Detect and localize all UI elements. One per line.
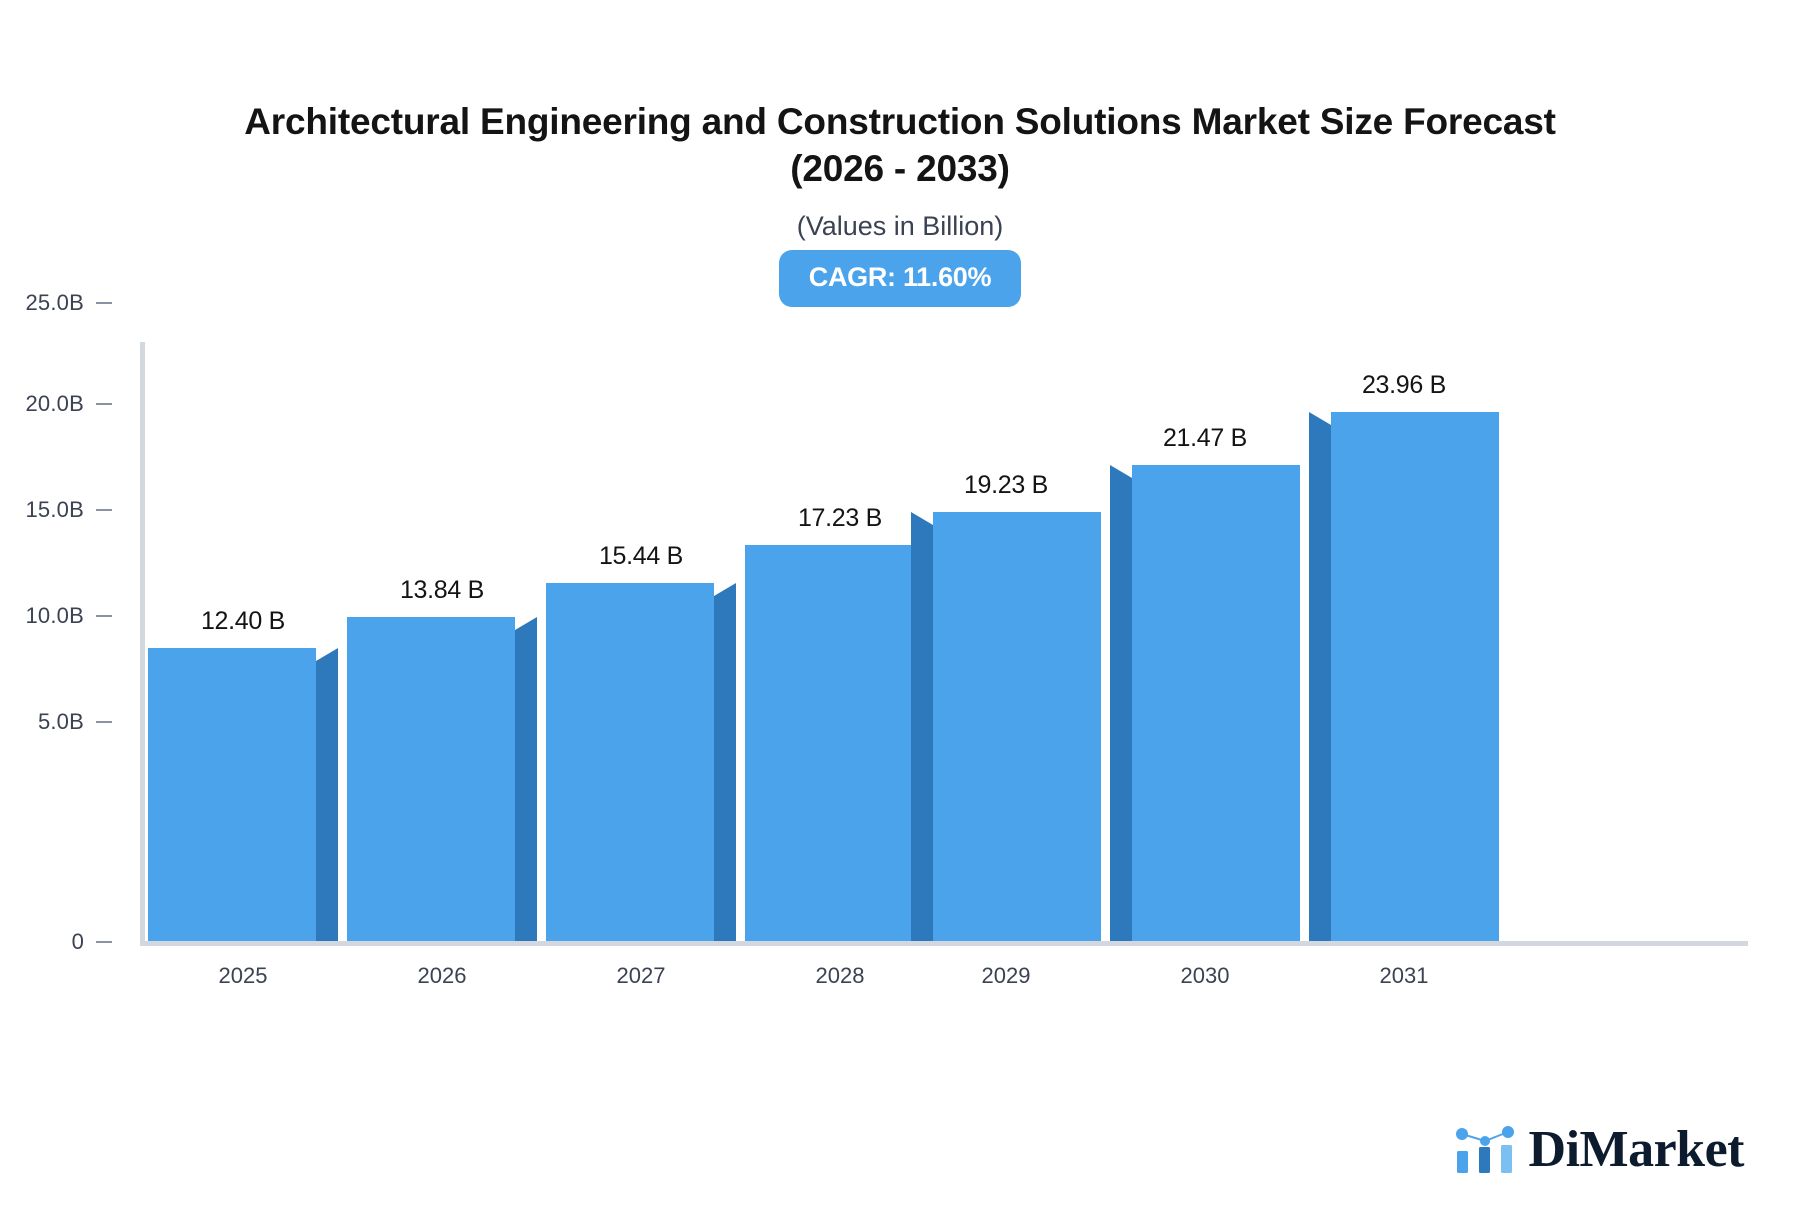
- x-axis-line: [140, 941, 1748, 946]
- y-axis-tick-5: 5.0B: [0, 709, 112, 734]
- bar-side-face: [515, 630, 537, 941]
- y-axis-tick-0: 0: [0, 929, 112, 954]
- bar-2031[interactable]: [1309, 290, 1499, 941]
- y-axis-tick-10: 10.0B: [0, 603, 112, 628]
- bar-side-face: [911, 525, 933, 941]
- y-axis-label: 25.0B: [25, 290, 84, 315]
- x-axis-label-2029: 2029: [981, 963, 1031, 988]
- x-axis-label-2028: 2028: [815, 963, 865, 988]
- bar-front-face: [933, 512, 1101, 941]
- dimarket-logo: DiMarket: [1455, 1121, 1745, 1178]
- x-axis-label-2026: 2026: [417, 963, 467, 988]
- tick-dash-icon: [96, 941, 112, 943]
- x-axis-label-2025: 2025: [218, 963, 268, 988]
- logo-wordmark: DiMarket: [1528, 1121, 1745, 1178]
- tick-dash-icon: [96, 615, 112, 617]
- bar-side-face: [316, 661, 338, 941]
- bar-top-bevel: [911, 512, 933, 525]
- bar-top-bevel: [714, 583, 736, 596]
- bar-2029[interactable]: [911, 290, 1101, 941]
- bar-2030[interactable]: [1110, 290, 1300, 941]
- bar-chart-logo-icon: [1455, 1126, 1514, 1173]
- bar-value-label: 19.23 B: [963, 471, 1049, 499]
- tick-dash-icon: [96, 403, 112, 405]
- bar-top-bevel: [316, 648, 338, 661]
- cagr-badge: CAGR: 11.60%: [778, 249, 1022, 307]
- bar-value-label: 12.40 B: [200, 607, 286, 635]
- bar-side-face: [1110, 478, 1132, 941]
- cagr-badge-wrapper: CAGR: 11.60%: [0, 249, 1800, 307]
- bar-value-label: 13.84 B: [399, 576, 485, 604]
- bar-top-bevel: [515, 617, 537, 630]
- bar-front-face: [1132, 465, 1300, 941]
- bar-top-bevel: [1110, 465, 1132, 478]
- bar-value-label: 23.96 B: [1361, 371, 1447, 399]
- y-axis-tick-15: 15.0B: [0, 497, 112, 522]
- bar-side-face: [1309, 425, 1331, 941]
- bar-front-face: [1331, 412, 1499, 941]
- y-axis-label: 5.0B: [37, 709, 84, 734]
- bar-side-face: [714, 596, 736, 941]
- y-axis-label: 10.0B: [25, 603, 84, 628]
- bar-front-face: [745, 545, 913, 941]
- bar-2027[interactable]: [546, 290, 736, 941]
- bar-front-face: [546, 583, 714, 941]
- x-axis-label-2030: 2030: [1180, 963, 1230, 988]
- bar-value-label: 15.44 B: [598, 542, 684, 570]
- y-axis-line: [140, 342, 145, 946]
- bar-value-label: 17.23 B: [797, 504, 883, 532]
- chart-subtitle: (Values in Billion): [796, 210, 1004, 241]
- y-axis-tick-25: 25.0B: [0, 290, 112, 315]
- y-axis-label: 20.0B: [25, 391, 84, 416]
- tick-dash-icon: [96, 302, 112, 304]
- y-axis-label: 15.0B: [25, 497, 84, 522]
- x-axis-label-2027: 2027: [616, 963, 666, 988]
- y-axis-tick-20: 20.0B: [0, 391, 112, 416]
- bar-2025[interactable]: [148, 290, 338, 941]
- bar-front-face: [347, 617, 515, 941]
- bar-front-face: [148, 648, 316, 941]
- bar-2026[interactable]: [347, 290, 537, 941]
- chart-header: Architectural Engineering and Constructi…: [0, 0, 1800, 307]
- y-axis-label: 0: [71, 929, 84, 954]
- tick-dash-icon: [96, 721, 112, 723]
- bar-value-label: 21.47 B: [1162, 424, 1248, 452]
- page-title: Architectural Engineering and Constructi…: [244, 101, 1556, 190]
- bar-top-bevel: [1309, 412, 1331, 425]
- bar-2028[interactable]: [745, 290, 935, 941]
- x-axis-label-2031: 2031: [1379, 963, 1429, 988]
- tick-dash-icon: [96, 509, 112, 511]
